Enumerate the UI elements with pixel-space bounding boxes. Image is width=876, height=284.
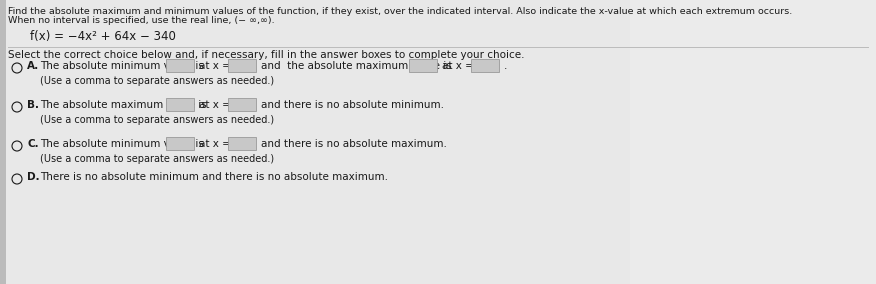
Bar: [228, 98, 256, 111]
Text: Find the absolute maximum and minimum values of the function, if they exist, ove: Find the absolute maximum and minimum va…: [8, 7, 792, 16]
Bar: [166, 98, 194, 111]
Text: and there is no absolute maximum.: and there is no absolute maximum.: [261, 139, 447, 149]
Bar: [166, 59, 194, 72]
Bar: [471, 59, 499, 72]
Text: C.: C.: [27, 139, 39, 149]
Bar: [228, 59, 256, 72]
Bar: [228, 137, 256, 150]
Bar: [409, 59, 437, 72]
Text: and  the absolute maximum value is: and the absolute maximum value is: [261, 61, 452, 71]
Text: (Use a comma to separate answers as needed.): (Use a comma to separate answers as need…: [40, 76, 274, 86]
Bar: [166, 137, 194, 150]
Text: at x =: at x =: [199, 139, 231, 149]
Text: Select the correct choice below and, if necessary, fill in the answer boxes to c: Select the correct choice below and, if …: [8, 50, 525, 60]
Text: When no interval is specified, use the real line, (− ∞,∞).: When no interval is specified, use the r…: [8, 16, 274, 25]
Text: f(x) = −4x² + 64x − 340: f(x) = −4x² + 64x − 340: [30, 30, 176, 43]
Text: at x =: at x =: [199, 61, 231, 71]
Text: .: .: [504, 61, 507, 71]
Text: (Use a comma to separate answers as needed.): (Use a comma to separate answers as need…: [40, 154, 274, 164]
Text: at x =: at x =: [199, 100, 231, 110]
Text: There is no absolute minimum and there is no absolute maximum.: There is no absolute minimum and there i…: [40, 172, 388, 182]
Text: D.: D.: [27, 172, 39, 182]
Bar: [0, 0, 6, 284]
Text: The absolute maximum value is: The absolute maximum value is: [40, 100, 207, 110]
Text: The absolute minimum value is: The absolute minimum value is: [40, 139, 204, 149]
Text: at x =: at x =: [442, 61, 474, 71]
Text: (Use a comma to separate answers as needed.): (Use a comma to separate answers as need…: [40, 115, 274, 125]
Text: The absolute minimum value is: The absolute minimum value is: [40, 61, 204, 71]
Bar: [630, 0, 876, 284]
Text: and there is no absolute minimum.: and there is no absolute minimum.: [261, 100, 444, 110]
Text: B.: B.: [27, 100, 39, 110]
Text: A.: A.: [27, 61, 39, 71]
